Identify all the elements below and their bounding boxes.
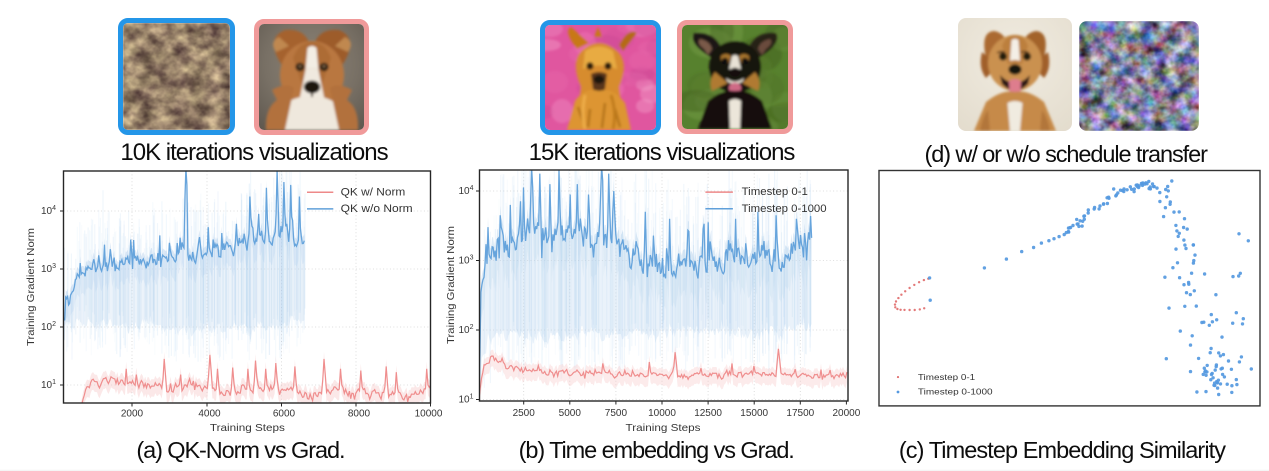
svg-text:5000: 5000 [559, 408, 582, 419]
svg-text:Timestep 0-1000: Timestep 0-1000 [918, 388, 993, 397]
svg-text:101: 101 [458, 394, 473, 406]
svg-text:102: 102 [41, 321, 56, 333]
svg-text:Timestep 0-1000: Timestep 0-1000 [742, 203, 827, 215]
svg-text:Timestep 0-1: Timestep 0-1 [918, 373, 976, 382]
svg-text:104: 104 [41, 205, 56, 217]
svg-text:2500: 2500 [513, 408, 536, 419]
svg-text:102: 102 [458, 324, 473, 336]
svg-text:Timestep 0-1: Timestep 0-1 [742, 186, 808, 198]
svg-text:8000: 8000 [348, 409, 371, 420]
svg-text:Training Gradient Norm: Training Gradient Norm [26, 228, 37, 346]
svg-text:12500: 12500 [694, 408, 722, 419]
svg-text:Training Gradient Norm: Training Gradient Norm [446, 226, 457, 344]
svg-text:17500: 17500 [786, 408, 814, 419]
svg-text:10000: 10000 [648, 408, 676, 419]
svg-text:6000: 6000 [273, 409, 296, 420]
svg-text:Training Steps: Training Steps [626, 423, 701, 434]
svg-text:15000: 15000 [740, 408, 768, 419]
svg-text:QK w/o Norm: QK w/o Norm [341, 203, 413, 215]
svg-text:103: 103 [41, 263, 56, 275]
svg-text:101: 101 [41, 379, 56, 391]
svg-text:20000: 20000 [832, 408, 860, 419]
svg-text:10000: 10000 [415, 409, 443, 420]
svg-text:2000: 2000 [121, 409, 144, 420]
svg-text:Training Steps: Training Steps [210, 423, 285, 434]
svg-text:104: 104 [458, 185, 473, 197]
svg-text:4000: 4000 [198, 409, 221, 420]
svg-text:QK w/ Norm: QK w/ Norm [341, 186, 406, 198]
svg-text:7500: 7500 [605, 408, 628, 419]
svg-text:103: 103 [458, 255, 473, 267]
